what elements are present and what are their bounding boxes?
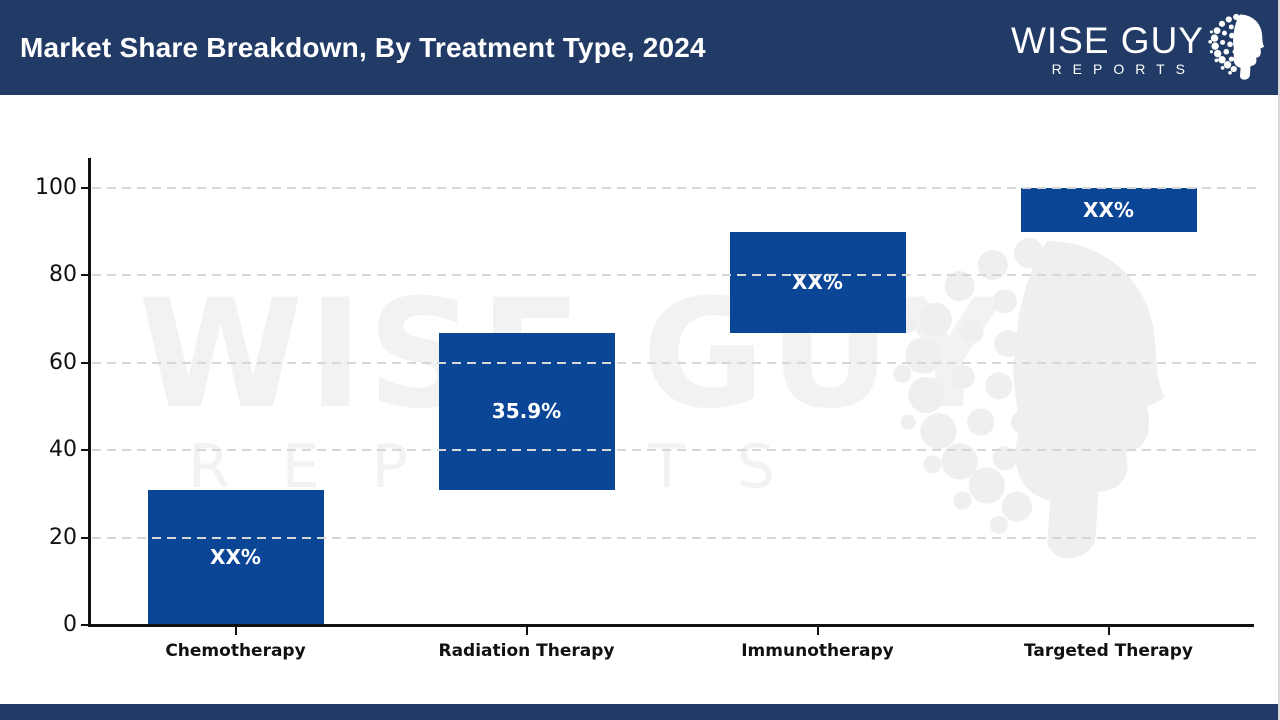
x-tick-mark	[525, 627, 528, 635]
x-category-label: Immunotherapy	[741, 641, 894, 661]
gridline	[92, 186, 1260, 189]
x-tick-mark	[816, 627, 819, 635]
y-tick-label: 80	[49, 262, 77, 287]
x-category-label: Chemotherapy	[165, 641, 306, 661]
bar-value-label: XX%	[1083, 197, 1134, 222]
x-tick-mark	[234, 627, 237, 635]
gridline	[92, 449, 1260, 451]
y-tick-mark	[81, 449, 89, 451]
logo-wordmark: WISE GUY	[1010, 20, 1204, 61]
bar-value-label: XX%	[210, 545, 261, 570]
y-tick-label: 40	[49, 437, 77, 462]
y-tick-mark	[81, 274, 89, 276]
x-category-label: Radiation Therapy	[438, 641, 615, 661]
y-tick-mark	[81, 186, 89, 189]
y-tick-label: 60	[49, 349, 77, 375]
wiseguy-head-icon	[1204, 10, 1266, 86]
page-title: Market Share Breakdown, By Treatment Typ…	[20, 31, 706, 63]
x-tick-mark	[1107, 627, 1110, 635]
x-category-label: Targeted Therapy	[1023, 641, 1194, 661]
footer-bar	[0, 704, 1278, 720]
y-tick-mark	[81, 361, 89, 364]
y-tick-label: 100	[35, 174, 77, 200]
y-tick-label: 0	[63, 612, 77, 637]
watermark-head-icon	[872, 228, 1174, 580]
y-axis-line	[88, 158, 91, 627]
logo-reports-text: REPORTS	[1051, 61, 1196, 77]
gridline	[92, 274, 1260, 276]
bar-radiation-therapy: 35.9%	[438, 332, 615, 490]
y-tick-mark	[81, 536, 89, 539]
gridline	[92, 361, 1260, 364]
wiseguy-logo: WISE GUY REPORTS	[1011, 6, 1266, 90]
x-axis-line	[88, 624, 1254, 627]
bar-targeted-therapy: XX%	[1020, 187, 1197, 233]
header-bar: Market Share Breakdown, By Treatment Typ…	[0, 0, 1278, 95]
bar-immunotherapy: XX%	[729, 232, 906, 333]
bar-chemotherapy: XX%	[147, 489, 324, 625]
y-tick-label: 20	[49, 524, 77, 550]
y-tick-mark	[81, 624, 89, 626]
bar-value-label: 35.9%	[491, 399, 562, 424]
gridline	[92, 536, 1260, 539]
